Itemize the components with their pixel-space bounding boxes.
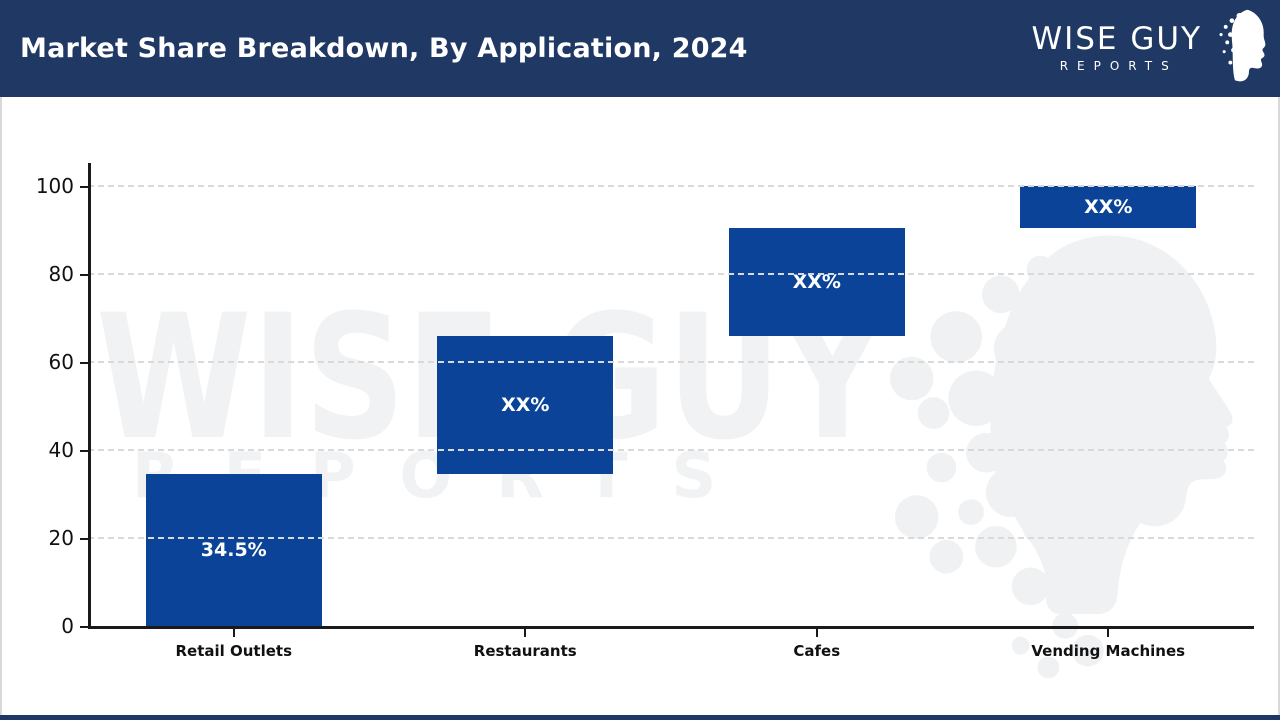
y-tick-label-20: 20 — [48, 526, 74, 550]
x-tick-1 — [524, 629, 527, 637]
y-tick-0 — [80, 626, 88, 628]
x-tick-0 — [232, 629, 235, 637]
y-tick-60 — [80, 362, 88, 364]
bar-vending-machines: XX% — [1020, 186, 1197, 228]
category-label-retail-outlets: Retail Outlets — [175, 642, 293, 660]
category-label-cafes: Cafes — [793, 642, 841, 660]
bar-value-label: 34.5% — [200, 539, 267, 562]
logo-tagline: REPORTS — [1059, 59, 1178, 73]
chart-area: WISE GUY REPORTS 34.5% XX% XX% XX% 0 20 40 60 80… — [0, 97, 1280, 715]
y-tick-label-60: 60 — [48, 350, 74, 374]
logo-name: WISE GUY — [1031, 21, 1202, 57]
gridline-80 — [88, 273, 1254, 275]
y-tick-label-40: 40 — [48, 438, 74, 462]
wise-guy-logo: WISE GUY REPORTS — [1031, 6, 1266, 92]
bar-value-label: XX% — [501, 393, 550, 416]
bar-value-label: XX% — [1084, 195, 1133, 218]
watermark-head-icon — [880, 230, 1280, 719]
bar-cafes: XX% — [728, 227, 905, 336]
bar-retail-outlets: 34.5% — [145, 474, 322, 626]
x-tick-3 — [1107, 629, 1110, 637]
y-tick-100 — [80, 186, 88, 188]
header-bar: Market Share Breakdown, By Application, … — [0, 0, 1280, 97]
y-tick-label-100: 100 — [35, 174, 74, 198]
y-axis — [88, 163, 91, 629]
y-tick-40 — [80, 450, 88, 452]
x-tick-2 — [815, 629, 818, 637]
gridline-100 — [88, 185, 1254, 187]
gridline-60 — [88, 361, 1254, 363]
x-axis — [88, 626, 1254, 629]
page-title: Market Share Breakdown, By Application, … — [20, 33, 748, 64]
gridline-20 — [88, 537, 1254, 539]
y-tick-80 — [80, 274, 88, 276]
category-label-vending-machines: Vending Machines — [1031, 642, 1186, 660]
y-tick-20 — [80, 538, 88, 540]
dotted-head-icon — [1204, 6, 1266, 92]
gridline-40 — [88, 449, 1254, 451]
category-label-restaurants: Restaurants — [473, 642, 577, 660]
bar-value-label: XX% — [792, 270, 841, 293]
bar-restaurants: XX% — [437, 335, 614, 475]
footer-bar — [0, 715, 1280, 720]
y-tick-label-0: 0 — [61, 614, 74, 638]
y-tick-label-80: 80 — [48, 262, 74, 286]
logo-text: WISE GUY REPORTS — [1031, 21, 1202, 74]
